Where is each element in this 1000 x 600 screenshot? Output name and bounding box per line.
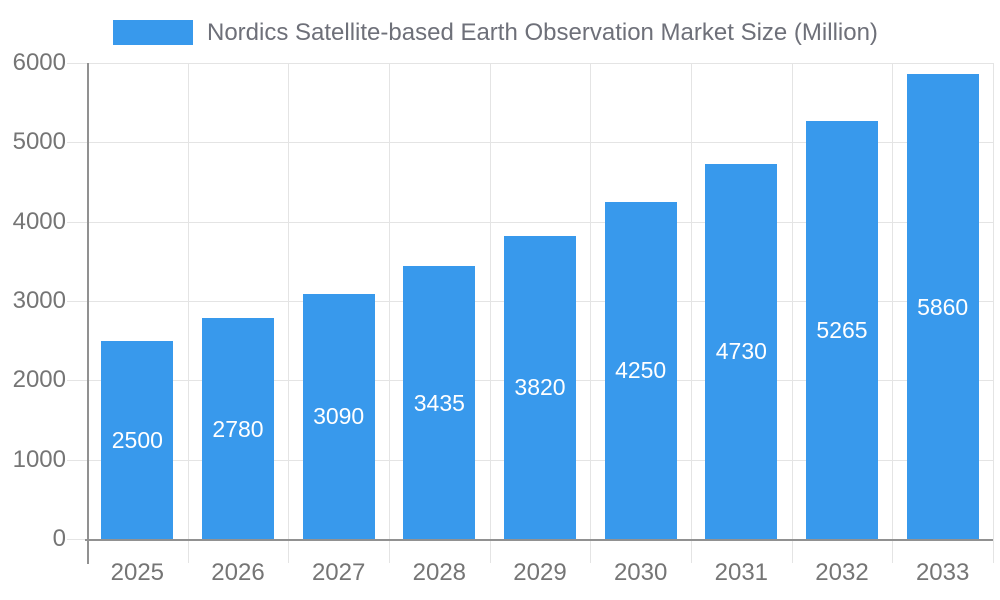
bar[interactable] xyxy=(705,163,778,539)
x-gridline xyxy=(993,63,994,563)
y-axis-tick-label: 1000 xyxy=(12,445,66,473)
bar-value-label: 3820 xyxy=(514,374,566,401)
bar[interactable] xyxy=(101,340,174,539)
legend-label: Nordics Satellite-based Earth Observatio… xyxy=(207,18,878,46)
bar-value-label: 4250 xyxy=(615,357,667,384)
x-axis-line xyxy=(85,539,993,541)
bar[interactable] xyxy=(403,266,476,539)
x-axis-tick-label: 2032 xyxy=(815,559,869,586)
legend-swatch xyxy=(113,20,193,45)
bar[interactable] xyxy=(302,293,375,539)
bar-value-label: 5265 xyxy=(816,317,868,344)
bar-value-label: 2500 xyxy=(111,426,163,453)
bar-value-label: 2780 xyxy=(212,415,264,442)
y-axis-tick-label: 3000 xyxy=(12,287,66,314)
x-gridline xyxy=(389,63,390,563)
bar[interactable] xyxy=(504,235,576,539)
x-axis-tick-label: 2027 xyxy=(311,559,366,586)
x-axis-tick-label: 2029 xyxy=(513,559,567,586)
x-gridline xyxy=(791,63,793,563)
x-gridline xyxy=(590,63,592,563)
legend-item[interactable]: Nordics Satellite-based Earth Observatio… xyxy=(113,18,878,46)
y-gridline xyxy=(67,63,993,64)
y-gridline xyxy=(67,221,993,223)
bar[interactable] xyxy=(604,201,677,539)
y-axis-tick-label: 5000 xyxy=(12,128,66,156)
x-axis-tick-label: 2025 xyxy=(110,559,165,586)
x-gridline xyxy=(288,63,290,563)
bar[interactable] xyxy=(806,121,878,539)
y-axis-tick-label: 2000 xyxy=(12,366,66,394)
y-axis-tick-label: 4000 xyxy=(12,207,66,235)
x-axis-tick-label: 2031 xyxy=(714,559,769,586)
y-axis-tick-label: 6000 xyxy=(12,49,66,76)
bar-value-label: 4730 xyxy=(715,338,767,365)
x-gridline xyxy=(187,63,189,563)
x-axis-tick-label: 2030 xyxy=(613,559,668,586)
x-axis-tick-label: 2026 xyxy=(211,559,265,586)
x-axis-tick-label: 2028 xyxy=(412,559,467,586)
bar-value-label: 3090 xyxy=(313,403,365,430)
bar-value-label: 3435 xyxy=(413,389,465,416)
bar[interactable] xyxy=(906,74,979,539)
x-gridline xyxy=(691,63,692,563)
x-gridline xyxy=(892,63,894,563)
bar[interactable] xyxy=(202,318,274,539)
y-axis-line xyxy=(87,63,89,564)
y-axis-tick-label: 0 xyxy=(52,525,66,552)
x-axis-tick-label: 2033 xyxy=(915,559,970,586)
y-gridline xyxy=(67,142,993,144)
bar-value-label: 5860 xyxy=(917,293,969,320)
x-gridline xyxy=(489,63,491,563)
